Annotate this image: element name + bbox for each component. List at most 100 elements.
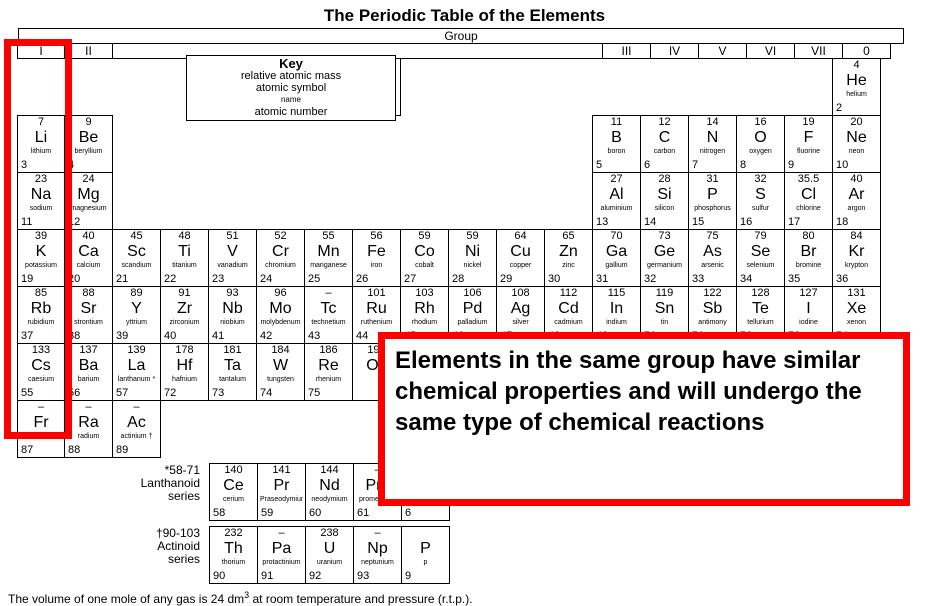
element-name: fluorine [787, 147, 830, 157]
element-name: copper [499, 261, 542, 271]
symbol: Cr [259, 243, 302, 261]
element-K: 39Kpotassium19 [17, 229, 65, 287]
mass: – [307, 288, 350, 300]
atomic-number: 11 [21, 216, 32, 228]
element-Fr: –Frfrancium87 [17, 400, 65, 458]
period-row-4: 39Kpotassium1940Cacalcium2045Scscandium2… [18, 230, 904, 287]
mass: 89 [115, 288, 158, 300]
empty-cell [112, 58, 161, 116]
mass: 28 [643, 174, 686, 186]
element-name: barium [67, 375, 110, 385]
element-Co: 59Cocobalt27 [400, 229, 449, 287]
symbol: Ca [67, 243, 110, 261]
atomic-number: 9 [788, 159, 794, 171]
element-name: phosphorus [691, 204, 734, 214]
actinoid-row: †90-103Actinoidseries 232Ththorium90–Pap… [18, 527, 925, 584]
mass: 35.5 [787, 174, 830, 186]
element-name: Praseodymium [260, 495, 303, 505]
element-name: cadmium [547, 318, 590, 328]
element-Cu: 64Cucopper29 [496, 229, 545, 287]
group-col-0: 0 [842, 43, 891, 59]
mass: 84 [835, 231, 878, 243]
symbol: Rb [20, 300, 62, 318]
element-name: cobalt [403, 261, 446, 271]
mass: 122 [691, 288, 734, 300]
mass: 75 [691, 231, 734, 243]
empty-cell [352, 115, 401, 173]
element-Ce: 140Cecerium58 [209, 463, 258, 521]
element-Ar: 40Arargon18 [832, 172, 881, 230]
atomic-number: 28 [452, 273, 464, 285]
mass: 39 [20, 231, 62, 243]
element-name: carbon [643, 147, 686, 157]
element-O: 16Ooxygen8 [736, 115, 785, 173]
symbol: Zn [547, 243, 590, 261]
mass: – [67, 402, 110, 414]
element-Y: 89Yyttrium39 [112, 286, 161, 344]
atomic-number: 59 [261, 507, 273, 519]
element-P: Pp9 [401, 526, 450, 584]
element-name: chlorine [787, 204, 830, 214]
symbol: Ac [115, 414, 158, 432]
element-Cr: 52Crchromium24 [256, 229, 305, 287]
symbol: Be [67, 129, 110, 147]
symbol: P [404, 540, 447, 558]
atomic-number: 5 [596, 159, 602, 171]
mass: 9 [67, 117, 110, 129]
atomic-number: 14 [644, 216, 656, 228]
mass: 12 [643, 117, 686, 129]
symbol: Nb [211, 300, 254, 318]
element-name: neon [835, 147, 878, 157]
atomic-number: 2 [836, 102, 842, 114]
symbol: N [691, 129, 734, 147]
atomic-number: 75 [308, 387, 320, 399]
symbol: I [787, 300, 830, 318]
atomic-number: 22 [164, 273, 176, 285]
symbol: Mo [259, 300, 302, 318]
empty-cell [160, 172, 209, 230]
element-name: vanadium [211, 261, 254, 271]
element-name: rhodium [403, 318, 446, 328]
empty-cell [448, 58, 497, 116]
empty-cell [784, 58, 833, 116]
element-name: palladium [451, 318, 494, 328]
element-Pr: 141PrPraseodymium59 [257, 463, 306, 521]
element-Mg: 24Mgmagnesium12 [64, 172, 113, 230]
mass [404, 528, 447, 540]
element-name: tellurium [739, 318, 782, 328]
key-line-symbol: atomic symbol [189, 82, 393, 94]
empty-cell [208, 172, 257, 230]
mass: 7 [20, 117, 62, 129]
atomic-number: 3 [21, 159, 27, 171]
element-name: chromium [259, 261, 302, 271]
symbol: La [115, 357, 158, 375]
empty-cell [400, 58, 449, 116]
atomic-number: 10 [836, 159, 848, 171]
empty-cell [256, 172, 305, 230]
atomic-number: 25 [308, 273, 320, 285]
group-col-6: VI [746, 43, 795, 59]
group-header: Group [18, 28, 904, 44]
atomic-number: 74 [260, 387, 272, 399]
key-line-mass: relative atomic mass [189, 70, 393, 82]
symbol: Sc [115, 243, 158, 261]
empty-cell [304, 115, 353, 173]
mass: 14 [691, 117, 734, 129]
mass: 238 [308, 528, 351, 540]
empty-cell [400, 115, 449, 173]
mass: 103 [403, 288, 446, 300]
mass: 101 [355, 288, 398, 300]
mass: 31 [691, 174, 734, 186]
symbol: Ar [835, 186, 878, 204]
symbol: Rh [403, 300, 446, 318]
atomic-number: 4 [68, 159, 74, 171]
mass: 16 [739, 117, 782, 129]
empty-cell [544, 172, 593, 230]
element-Th: 232Ththorium90 [209, 526, 258, 584]
symbol: Ga [595, 243, 638, 261]
symbol: Na [20, 186, 62, 204]
atomic-number: 89 [116, 444, 128, 456]
element-name: cerium [212, 495, 255, 505]
symbol: In [595, 300, 638, 318]
mass: 56 [355, 231, 398, 243]
